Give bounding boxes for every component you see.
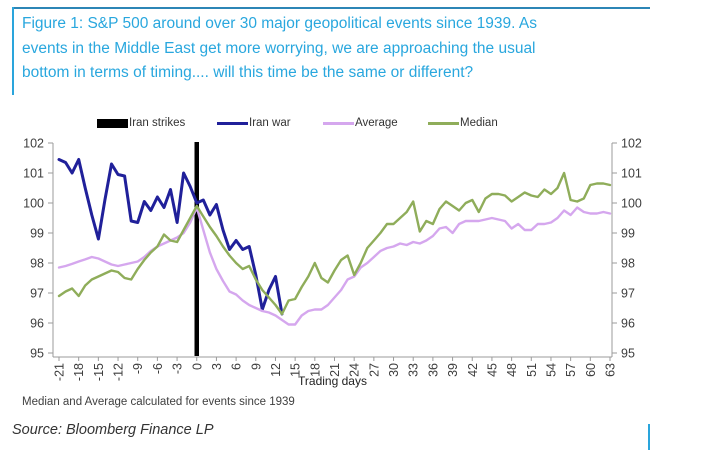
x-axis-label: 0 — [190, 363, 204, 370]
legend-label: Iran strikes — [129, 117, 186, 129]
x-axis-label: 36 — [426, 363, 440, 377]
y-axis-label-left: 100 — [23, 197, 44, 211]
title-left-border-rule — [12, 7, 14, 95]
legend-label: Median — [460, 117, 498, 129]
x-axis-label: 60 — [584, 363, 598, 377]
y-axis-label-left: 98 — [30, 257, 44, 271]
legend-item-average: Average — [323, 116, 398, 130]
iran-war-swatch-icon — [217, 121, 248, 125]
x-axis-label: 27 — [367, 363, 381, 377]
series-line-iran-war — [57, 158, 284, 316]
x-axis-title: Trading days — [298, 374, 367, 388]
source-right-rule — [648, 424, 650, 450]
x-axis-label: 12 — [269, 363, 283, 377]
x-axis-label: -18 — [72, 363, 86, 381]
y-axis-label-left: 95 — [30, 347, 44, 361]
iran-strikes-swatch-icon — [97, 118, 128, 128]
source-text: Source: Bloomberg Finance LP — [12, 422, 214, 438]
x-axis-label: -15 — [92, 363, 106, 381]
y-axis-label-right: 96 — [621, 317, 635, 331]
y-axis-label-left: 96 — [30, 317, 44, 331]
y-axis-label-right: 101 — [621, 167, 642, 181]
legend-item-iran-war: Iran war — [217, 116, 291, 130]
x-axis-label: 24 — [348, 363, 362, 377]
chart-footnote: Median and Average calculated for events… — [22, 396, 295, 408]
legend-item-iran-strikes: Iran strikes — [97, 116, 185, 130]
figure-title-line-2: events in the Middle East get more worry… — [22, 39, 536, 57]
y-axis-label-left: 101 — [23, 167, 44, 181]
x-axis-label: -6 — [151, 363, 165, 374]
average-swatch-icon — [323, 121, 354, 125]
y-axis-label-left: 97 — [30, 287, 44, 301]
x-axis-label: -3 — [171, 363, 185, 374]
x-axis-label: 21 — [328, 363, 342, 377]
series-line-median — [57, 171, 612, 316]
y-axis-label-right: 102 — [621, 137, 642, 151]
x-axis-label: 45 — [485, 363, 499, 377]
x-axis-label: 51 — [525, 363, 539, 377]
x-axis-label: 54 — [544, 363, 558, 377]
x-axis-label: 39 — [446, 363, 460, 377]
x-axis-label: 9 — [249, 363, 263, 370]
figure-title-line-3: bottom in terms of timing.... will this … — [22, 64, 474, 81]
median-swatch-icon — [428, 121, 459, 125]
chart-legend: Iran strikes Iran war Average Median — [0, 116, 718, 130]
y-axis-label-left: 99 — [30, 227, 44, 241]
x-axis-label: 63 — [604, 363, 618, 377]
x-axis-label: -12 — [112, 363, 126, 381]
y-axis-label-right: 99 — [621, 227, 635, 241]
x-axis-label: -9 — [131, 363, 145, 374]
y-axis-label-right: 98 — [621, 257, 635, 271]
y-axis-label-right: 97 — [621, 287, 635, 301]
x-axis-label: 3 — [210, 363, 224, 370]
x-axis-label: -21 — [53, 363, 67, 381]
figure-title: Figure 1: S&P 500 around over 30 major g… — [22, 12, 682, 86]
legend-item-median: Median — [428, 116, 498, 130]
x-axis-label: 30 — [387, 363, 401, 377]
x-axis-label: 42 — [466, 363, 480, 377]
legend-label: Iran war — [249, 117, 291, 129]
x-axis-label: 48 — [505, 363, 519, 377]
top-border-rule — [12, 7, 650, 9]
x-axis-label: 15 — [289, 363, 303, 377]
chart-plot: 95 95 96 96 97 97 98 98 99 99 100 100 101 101 102 102 -2… — [23, 137, 642, 389]
x-axis-label: 6 — [230, 363, 244, 370]
x-axis-label: 18 — [308, 363, 322, 377]
y-axis-label-right: 95 — [621, 347, 635, 361]
legend-label: Average — [355, 117, 398, 129]
figure-title-line-1: Figure 1: S&P 500 around over 30 major g… — [22, 15, 537, 32]
x-axis-label: 57 — [564, 363, 578, 377]
y-axis-label-right: 100 — [621, 197, 642, 211]
series-line-average — [57, 206, 612, 326]
x-axis-label: 33 — [407, 363, 421, 377]
y-axis-label-left: 102 — [23, 137, 44, 151]
